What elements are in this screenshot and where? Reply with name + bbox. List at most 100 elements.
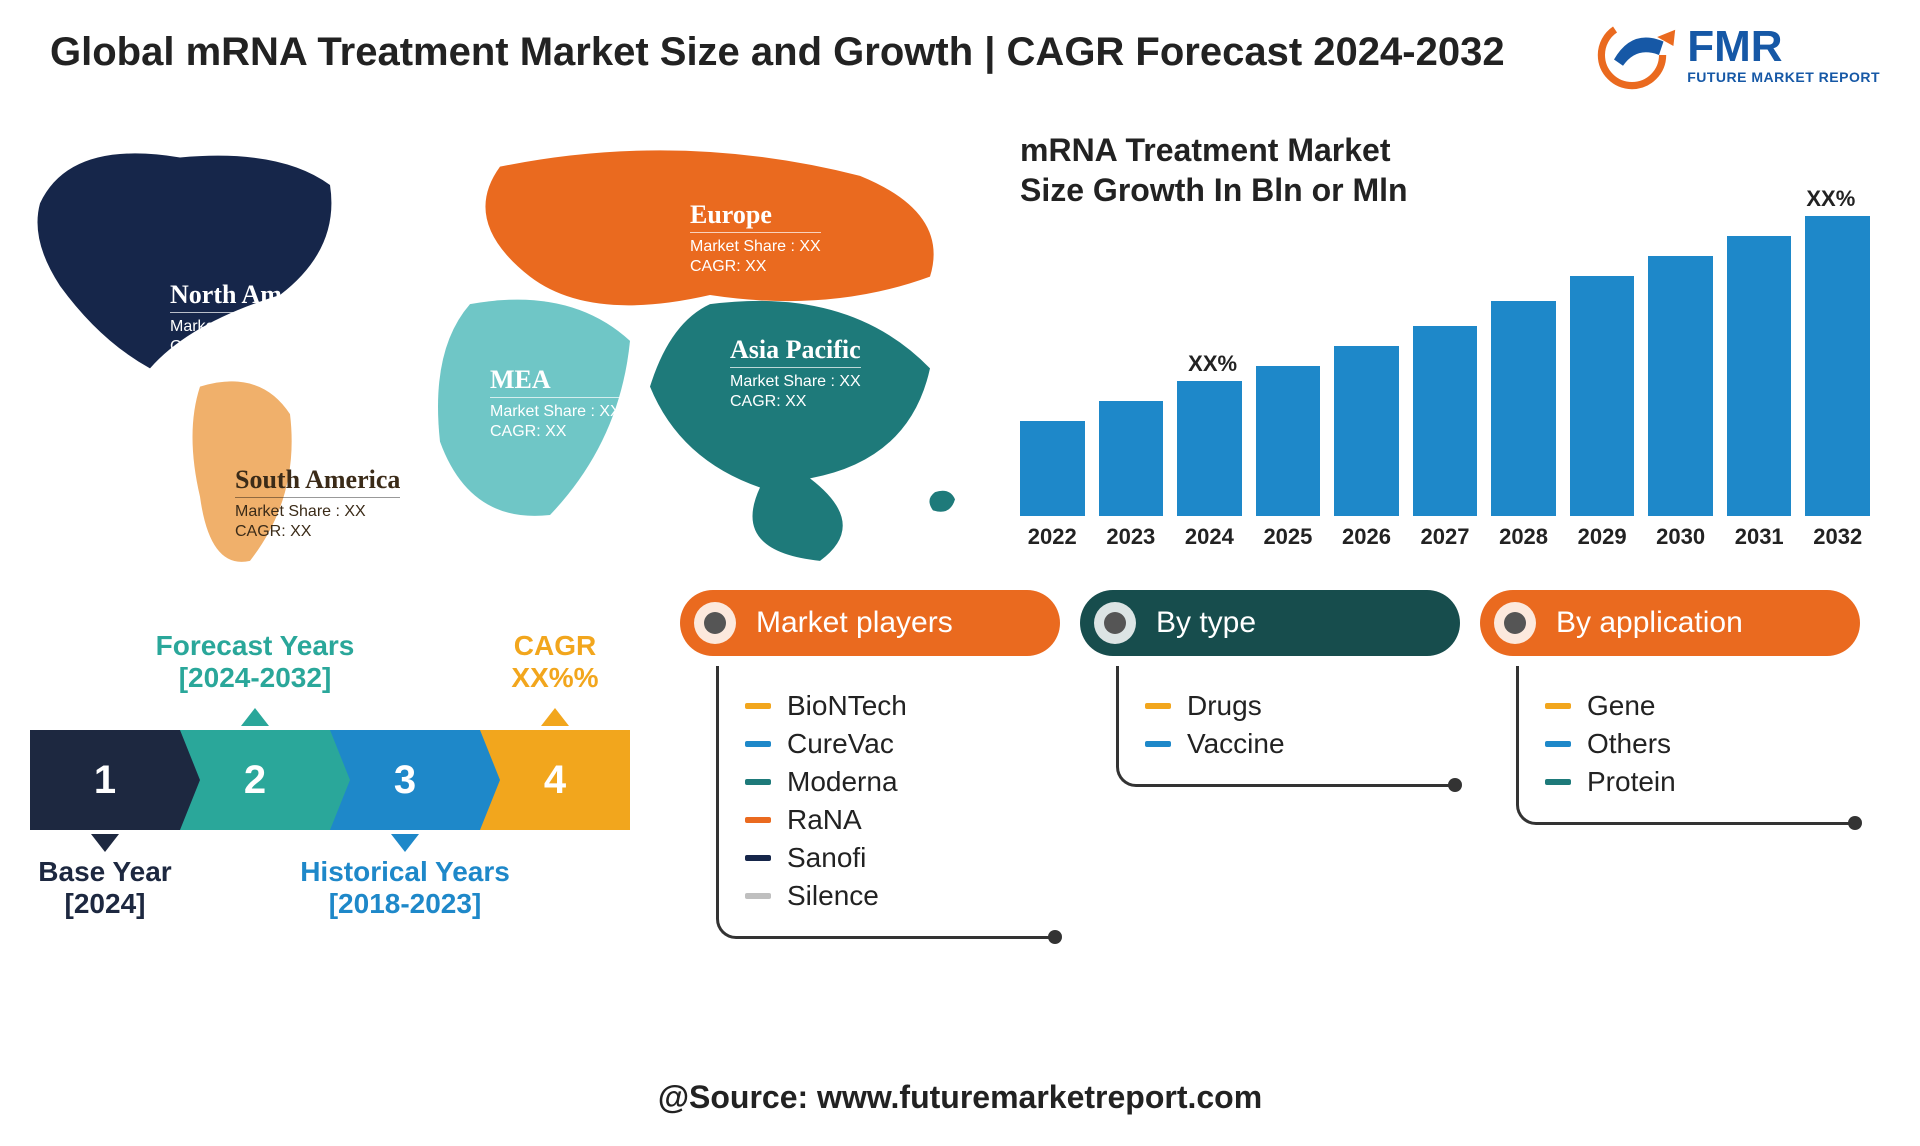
bullet-icon bbox=[745, 855, 771, 861]
bar-annotation: XX% bbox=[1188, 351, 1237, 377]
region-name: Europe bbox=[690, 200, 821, 230]
bar-year-label: 2027 bbox=[1421, 524, 1470, 550]
region-label-eu: Europe Market Share : XXCAGR: XX bbox=[690, 200, 821, 277]
bar-2023: 2023 bbox=[1099, 401, 1164, 550]
list-item-label: Others bbox=[1587, 728, 1671, 760]
bar-rect bbox=[1334, 346, 1399, 516]
bar-year-label: 2023 bbox=[1106, 524, 1155, 550]
bullet-icon bbox=[1145, 703, 1171, 709]
bar-2022: 2022 bbox=[1020, 421, 1085, 550]
bar-rect bbox=[1256, 366, 1321, 516]
chart-title: mRNA Treatment Market Size Growth In Bln… bbox=[1020, 130, 1450, 210]
timeline-number: 2 bbox=[244, 758, 266, 803]
bar-year-label: 2024 bbox=[1185, 524, 1234, 550]
bar-2030: 2030 bbox=[1648, 256, 1713, 550]
bar-rect bbox=[1491, 301, 1556, 516]
region-detail: Market Share : XXCAGR: XX bbox=[730, 367, 861, 412]
region-label-ap: Asia Pacific Market Share : XXCAGR: XX bbox=[730, 335, 861, 412]
bar-rect bbox=[1727, 236, 1792, 516]
list-item: Gene bbox=[1545, 690, 1860, 722]
region-detail: Market Share : XXCAGR: XX bbox=[490, 397, 621, 442]
region-label-mea: MEA Market Share : XXCAGR: XX bbox=[490, 365, 621, 442]
list-item: Protein bbox=[1545, 766, 1860, 798]
category-title: Market players bbox=[756, 606, 953, 640]
timeline-label-line1: Forecast Years bbox=[145, 630, 365, 662]
bar-chart: mRNA Treatment Market Size Growth In Bln… bbox=[1020, 130, 1870, 550]
bar-2032: 2032 bbox=[1805, 216, 1870, 550]
bullet-icon bbox=[1145, 741, 1171, 747]
bar-year-label: 2028 bbox=[1499, 524, 1548, 550]
world-map: North America Market Share : XXCAGR: XXS… bbox=[30, 130, 990, 570]
list-item: Others bbox=[1545, 728, 1860, 760]
list-item: Vaccine bbox=[1145, 728, 1460, 760]
bar-2026: 2026 bbox=[1334, 346, 1399, 550]
logo-icon bbox=[1587, 10, 1677, 100]
pill-dot-icon bbox=[694, 602, 736, 644]
region-detail: Market Share : XXCAGR: XX bbox=[235, 497, 400, 542]
list-item: BioNTech bbox=[745, 690, 1060, 722]
bullet-icon bbox=[1545, 741, 1571, 747]
bullet-icon bbox=[745, 779, 771, 785]
timeline-label-hist: Historical Years [2018-2023] bbox=[295, 856, 515, 920]
bullet-icon bbox=[745, 703, 771, 709]
bar-rect bbox=[1805, 216, 1870, 516]
bar-annotation: XX% bbox=[1806, 186, 1855, 212]
list-item-label: BioNTech bbox=[787, 690, 907, 722]
region-name: South America bbox=[235, 465, 400, 495]
brand-logo: FMR FUTURE MARKET REPORT bbox=[1587, 10, 1880, 100]
category-title: By type bbox=[1156, 606, 1256, 640]
bar-2024: 2024 bbox=[1177, 381, 1242, 550]
category-bracket: Drugs Vaccine bbox=[1116, 666, 1460, 787]
list-item-label: Silence bbox=[787, 880, 879, 912]
category-title: By application bbox=[1556, 606, 1743, 640]
list-item-label: CureVac bbox=[787, 728, 894, 760]
timeline-box-3: 3 bbox=[330, 730, 480, 830]
bar-year-label: 2022 bbox=[1028, 524, 1077, 550]
bar-2025: 2025 bbox=[1256, 366, 1321, 550]
timeline-label-cagr: CAGR XX%% bbox=[445, 630, 665, 694]
page-title: Global mRNA Treatment Market Size and Gr… bbox=[50, 30, 1505, 75]
bar-year-label: 2026 bbox=[1342, 524, 1391, 550]
year-timeline: 1 2 3 4 bbox=[30, 730, 630, 830]
timeline-label-forecast: Forecast Years [2024-2032] bbox=[145, 630, 365, 694]
bar-year-label: 2029 bbox=[1578, 524, 1627, 550]
list-item-label: Drugs bbox=[1187, 690, 1262, 722]
list-item-label: RaNA bbox=[787, 804, 862, 836]
list-item: Moderna bbox=[745, 766, 1060, 798]
region-label-na: North America Market Share : XXCAGR: XX bbox=[170, 280, 337, 357]
region-name: North America bbox=[170, 280, 337, 310]
timeline-label-base: Base Year [2024] bbox=[0, 856, 215, 920]
timeline-box-2: 2 bbox=[180, 730, 330, 830]
pill-dot-icon bbox=[1094, 602, 1136, 644]
timeline-pointer bbox=[541, 708, 569, 726]
bullet-icon bbox=[745, 741, 771, 747]
timeline-label-line2: [2024] bbox=[0, 888, 215, 920]
list-item-label: Gene bbox=[1587, 690, 1656, 722]
bar-2027: 2027 bbox=[1413, 326, 1478, 550]
category-players: Market players BioNTech CureVac Moderna … bbox=[680, 590, 1060, 939]
bar-year-label: 2031 bbox=[1735, 524, 1784, 550]
bar-rect bbox=[1020, 421, 1085, 516]
timeline-label-line2: XX%% bbox=[445, 662, 665, 694]
category-pill: By application bbox=[1480, 590, 1860, 656]
list-item: Drugs bbox=[1145, 690, 1460, 722]
list-item-label: Moderna bbox=[787, 766, 898, 798]
logo-subtext: FUTURE MARKET REPORT bbox=[1687, 69, 1880, 85]
category-bracket: Gene Others Protein bbox=[1516, 666, 1860, 825]
bar-year-label: 2032 bbox=[1813, 524, 1862, 550]
category-type: By type Drugs Vaccine bbox=[1080, 590, 1460, 787]
bar-rect bbox=[1099, 401, 1164, 516]
timeline-box-1: 1 bbox=[30, 730, 180, 830]
bar-2028: 2028 bbox=[1491, 301, 1556, 550]
category-list: BioNTech CureVac Moderna RaNA Sanofi bbox=[745, 690, 1060, 912]
region-detail: Market Share : XXCAGR: XX bbox=[690, 232, 821, 277]
region-detail: Market Share : XXCAGR: XX bbox=[170, 312, 337, 357]
list-item-label: Protein bbox=[1587, 766, 1676, 798]
timeline-number: 4 bbox=[544, 758, 566, 803]
category-list: Drugs Vaccine bbox=[1145, 690, 1460, 760]
timeline-pointer bbox=[91, 834, 119, 852]
bullet-icon bbox=[745, 817, 771, 823]
timeline-label-line1: Base Year bbox=[0, 856, 215, 888]
region-label-sa: South America Market Share : XXCAGR: XX bbox=[235, 465, 400, 542]
category-list: Gene Others Protein bbox=[1545, 690, 1860, 798]
